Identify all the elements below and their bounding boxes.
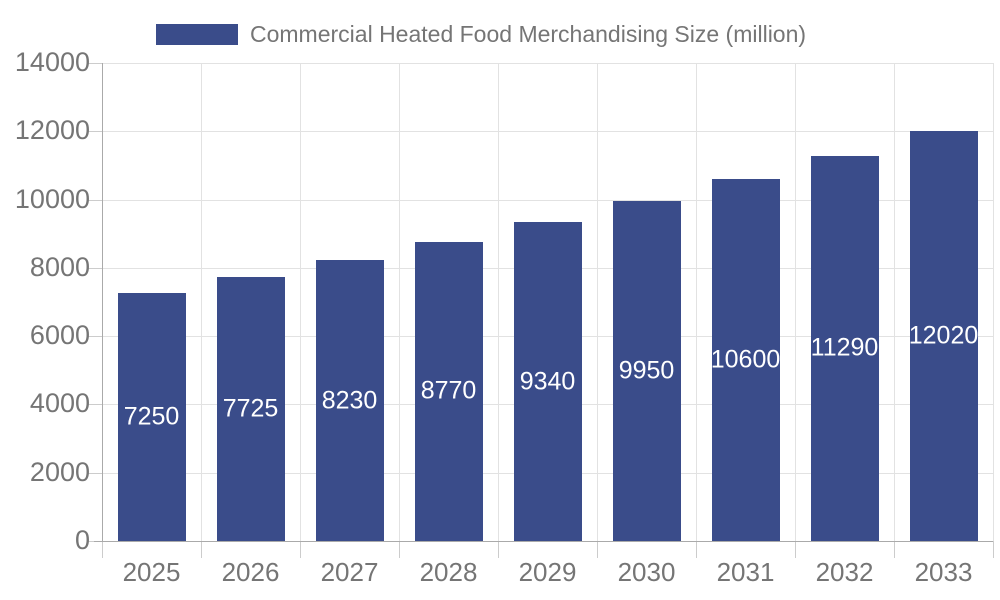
y-gridline bbox=[102, 200, 993, 201]
bar[interactable] bbox=[315, 260, 384, 541]
bar-value-label: 9340 bbox=[519, 367, 576, 396]
x-axis-tick bbox=[597, 541, 598, 558]
bar-value-label: 8230 bbox=[321, 386, 378, 414]
x-axis-line bbox=[94, 541, 993, 542]
y-gridline bbox=[102, 131, 993, 132]
x-gridline bbox=[201, 63, 202, 541]
legend-item[interactable]: Commercial Heated Food Merchandising Siz… bbox=[156, 22, 806, 46]
y-axis-label: 8000 bbox=[29, 252, 90, 282]
y-axis-tick bbox=[88, 473, 102, 474]
y-axis-tick bbox=[88, 200, 102, 201]
x-axis-tick bbox=[894, 541, 895, 558]
bar[interactable] bbox=[414, 241, 483, 541]
y-axis-line bbox=[102, 63, 103, 541]
x-gridline bbox=[597, 63, 598, 541]
legend-swatch-icon bbox=[156, 23, 238, 45]
y-gridline bbox=[102, 63, 993, 64]
bar-value-label: 11290 bbox=[810, 333, 879, 362]
bar-value-label: 12020 bbox=[908, 321, 979, 350]
y-axis-label: 2000 bbox=[29, 457, 90, 487]
x-axis-label: 2026 bbox=[221, 557, 280, 587]
x-axis-tick bbox=[498, 541, 499, 558]
x-axis-label: 2033 bbox=[914, 557, 973, 587]
x-gridline bbox=[399, 63, 400, 541]
x-gridline bbox=[795, 63, 796, 541]
bar[interactable] bbox=[117, 293, 186, 541]
bar-value-label: 8770 bbox=[420, 376, 477, 405]
y-axis-label: 0 bbox=[74, 525, 90, 555]
bar[interactable] bbox=[216, 277, 285, 541]
bar-value-label: 10600 bbox=[710, 345, 781, 374]
x-axis-tick bbox=[696, 541, 697, 558]
y-axis-tick bbox=[88, 268, 102, 269]
x-axis-tick bbox=[399, 541, 400, 558]
x-axis-label: 2029 bbox=[518, 557, 577, 587]
x-axis-label: 2028 bbox=[419, 557, 478, 587]
x-axis-label: 2031 bbox=[716, 557, 775, 587]
y-axis-label: 4000 bbox=[29, 388, 90, 418]
x-axis-label: 2025 bbox=[122, 557, 181, 587]
x-axis-tick bbox=[102, 541, 103, 558]
x-axis-label: 2027 bbox=[320, 557, 379, 587]
bar[interactable] bbox=[513, 222, 582, 541]
x-gridline bbox=[300, 63, 301, 541]
bar-value-label: 7725 bbox=[222, 394, 279, 423]
y-axis-tick bbox=[88, 336, 102, 337]
x-axis-tick bbox=[795, 541, 796, 558]
y-axis-tick bbox=[88, 404, 102, 405]
legend-label: Commercial Heated Food Merchandising Siz… bbox=[250, 21, 807, 47]
bar-value-label: 9950 bbox=[618, 356, 675, 385]
bar[interactable] bbox=[810, 155, 879, 541]
x-axis-label: 2030 bbox=[617, 557, 676, 587]
y-axis-label: 6000 bbox=[29, 320, 90, 350]
x-gridline bbox=[894, 63, 895, 541]
y-axis-tick bbox=[88, 63, 102, 64]
bar[interactable] bbox=[909, 130, 978, 541]
x-axis-tick bbox=[201, 541, 202, 558]
x-gridline bbox=[498, 63, 499, 541]
x-axis-tick bbox=[993, 541, 994, 558]
y-axis-tick bbox=[88, 131, 102, 132]
y-axis-label: 14000 bbox=[14, 47, 90, 77]
x-axis-label: 2032 bbox=[815, 557, 874, 587]
bar[interactable] bbox=[612, 201, 681, 541]
y-axis-label: 10000 bbox=[14, 184, 90, 214]
y-axis-label: 12000 bbox=[14, 115, 90, 145]
x-gridline bbox=[696, 63, 697, 541]
bar[interactable] bbox=[711, 179, 780, 541]
x-axis-tick bbox=[300, 541, 301, 558]
x-gridline bbox=[993, 63, 994, 541]
bar-value-label: 7250 bbox=[123, 402, 180, 431]
